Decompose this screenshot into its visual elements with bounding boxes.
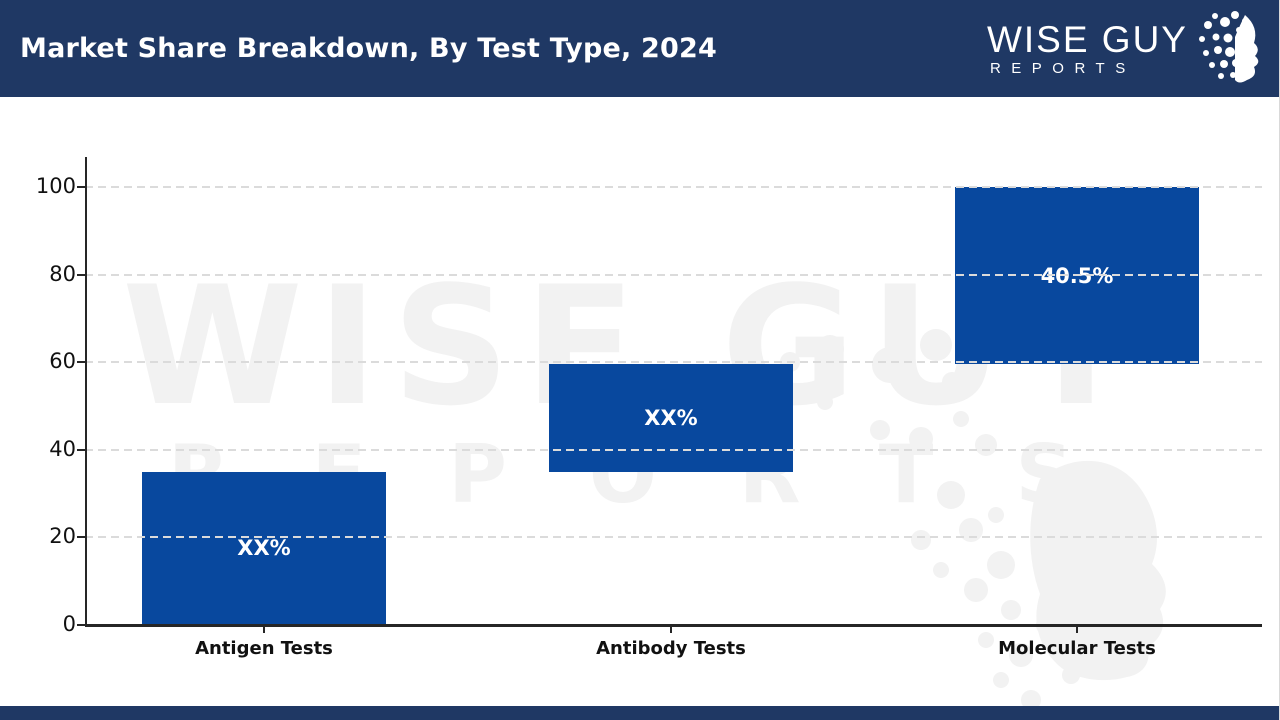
x-category-label-antibody-tests: Antibody Tests bbox=[596, 638, 746, 659]
y-tick-label: 20 bbox=[49, 524, 76, 549]
y-tick-label: 80 bbox=[49, 261, 76, 286]
y-tick-mark bbox=[77, 624, 85, 626]
y-tick-label: 0 bbox=[62, 612, 76, 636]
x-category-label-antigen-tests: Antigen Tests bbox=[195, 638, 333, 659]
brand-wordmark: WISE GUY bbox=[986, 19, 1188, 60]
gridline-60 bbox=[85, 361, 1262, 364]
bar-value-label: 40.5% bbox=[1040, 263, 1114, 288]
gridline-80 bbox=[85, 273, 1262, 276]
y-tick-label: 60 bbox=[49, 349, 76, 374]
bar-antibody-tests: XX% bbox=[549, 364, 793, 472]
brand-reports-label: REPORTS bbox=[989, 60, 1136, 77]
y-tick-mark bbox=[77, 186, 85, 188]
header-bar: Market Share Breakdown, By Test Type, 20… bbox=[0, 0, 1279, 97]
gridline-40 bbox=[85, 448, 1262, 451]
y-tick-mark bbox=[77, 448, 85, 451]
gridline-100 bbox=[85, 186, 1262, 188]
y-tick-mark bbox=[77, 273, 85, 276]
page-title: Market Share Breakdown, By Test Type, 20… bbox=[20, 33, 718, 64]
y-tick-mark bbox=[77, 536, 85, 539]
brand-logo-text: WISE GUY REPORTS bbox=[987, 21, 1188, 76]
bar-molecular-tests: 40.5% bbox=[955, 187, 1199, 365]
x-category-label-molecular-tests: Molecular Tests bbox=[998, 638, 1156, 659]
y-tick-label: 40 bbox=[49, 436, 76, 461]
y-tick-label: 100 bbox=[35, 174, 76, 198]
x-tick-mark bbox=[263, 625, 265, 633]
bar-value-label: XX% bbox=[237, 536, 291, 561]
bar-value-label: XX% bbox=[644, 406, 698, 431]
bar-antigen-tests: XX% bbox=[142, 471, 386, 625]
brand-face-icon bbox=[1199, 10, 1259, 82]
brand-logo: WISE GUY REPORTS bbox=[987, 9, 1279, 89]
x-axis-line bbox=[85, 624, 1262, 627]
footer-bar bbox=[0, 706, 1279, 720]
x-tick-mark bbox=[670, 625, 672, 633]
y-tick-mark bbox=[77, 361, 85, 364]
gridline-20 bbox=[85, 536, 1262, 539]
y-axis-line bbox=[85, 157, 87, 627]
